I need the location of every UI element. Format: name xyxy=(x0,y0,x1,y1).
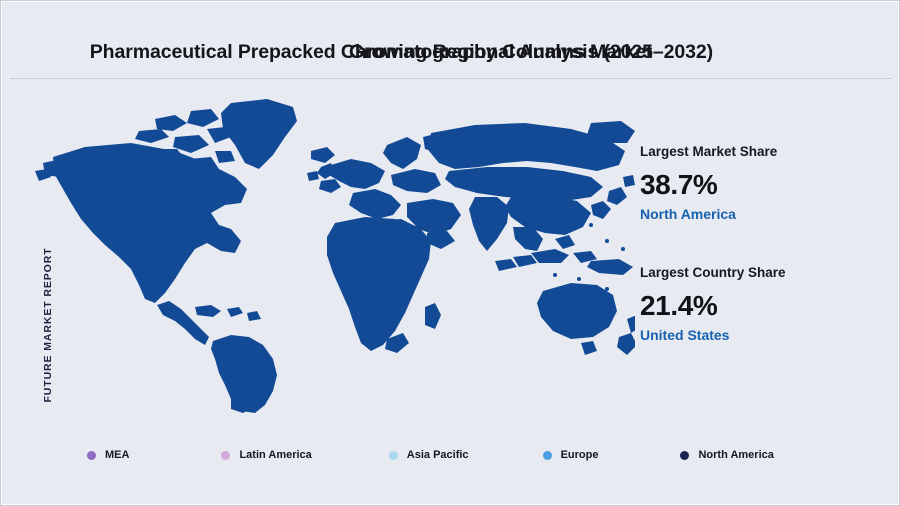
legend-dot-icon xyxy=(542,450,552,460)
legend-item-asia-pacific[interactable]: Asia Pacific xyxy=(388,448,469,462)
world-map xyxy=(35,93,635,413)
legend-dot-icon xyxy=(87,450,96,460)
stat-value: 38.7% xyxy=(640,169,718,200)
legend-dot-icon xyxy=(221,450,231,460)
legend-label: Latin America xyxy=(239,449,312,461)
legend-label: MEA xyxy=(105,449,130,461)
stat-label: Largest Market Share xyxy=(640,144,778,159)
stat-region: North America xyxy=(640,206,736,222)
world-map-svg xyxy=(35,99,635,413)
legend-dot-icon xyxy=(680,450,690,460)
stat-value: 21.4% xyxy=(640,290,718,321)
legend-label: Asia Pacific xyxy=(406,449,469,461)
stat-region: United States xyxy=(640,327,730,343)
stats-panel: Largest Market Share 38.7% North America… xyxy=(640,143,890,371)
legend-dot-icon xyxy=(388,450,398,460)
page-title-secondary: Growing Regional Analysis (2025–2032) xyxy=(348,41,714,63)
legend-item-latin-america[interactable]: Latin America xyxy=(221,448,312,462)
page-title-primary: Pharmaceutical Prepacked Chromatography … xyxy=(89,41,653,63)
legend-item-north-america[interactable]: North America xyxy=(680,448,774,462)
page-title: Pharmaceutical Prepacked Chromatography … xyxy=(1,37,899,69)
legend-item-mea[interactable]: MEA xyxy=(87,448,129,462)
legend-label: North America xyxy=(698,449,774,461)
map-legend: MEA Latin America Asia Pacific Europe No… xyxy=(87,448,787,462)
legend-item-europe[interactable]: Europe xyxy=(542,448,599,462)
map-landmasses xyxy=(35,99,635,413)
stat-largest-country-share: Largest Country Share 21.4% United State… xyxy=(640,264,890,345)
stat-label: Largest Country Share xyxy=(640,265,786,280)
legend-label: Europe xyxy=(560,449,599,461)
stat-largest-market-share: Largest Market Share 38.7% North America xyxy=(640,143,890,224)
title-divider xyxy=(11,78,891,79)
